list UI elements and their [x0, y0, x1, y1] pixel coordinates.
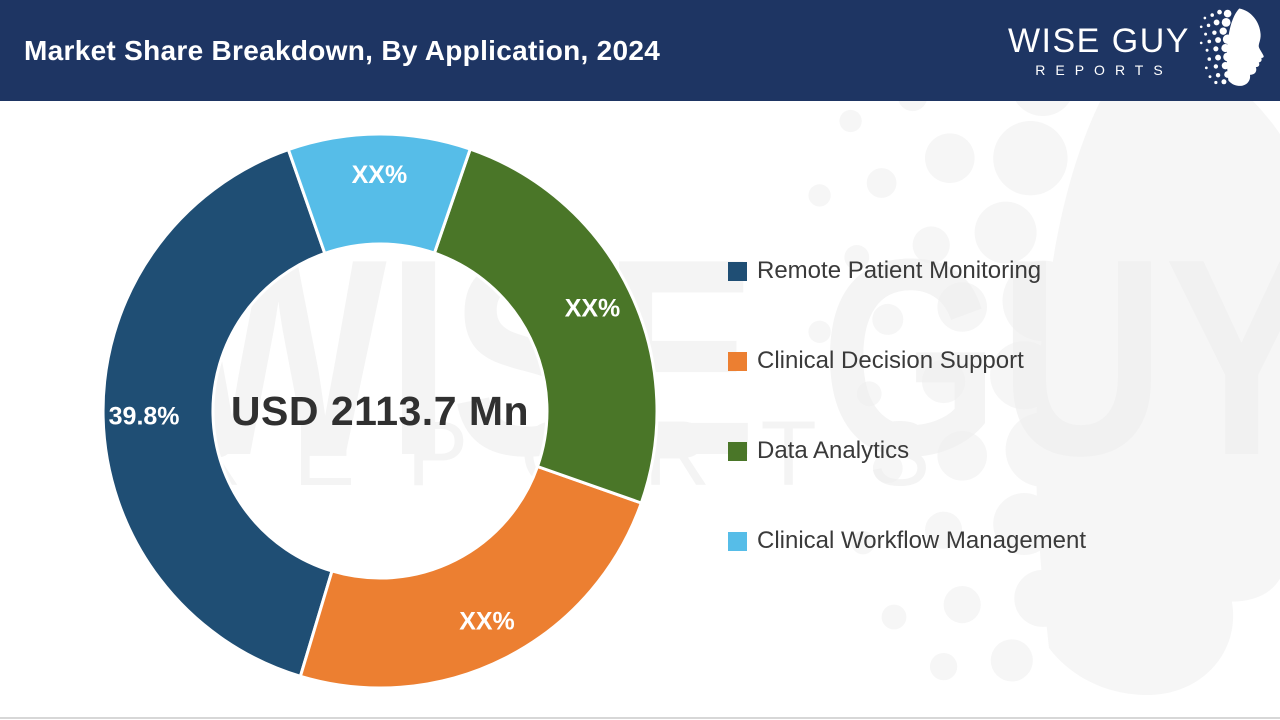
- legend-item-clinical-workflow-management: Clinical Workflow Management: [728, 526, 1086, 556]
- legend-item-data-analytics: Data Analytics: [728, 436, 1086, 466]
- legend-swatch-clinical-workflow-management: [728, 531, 747, 551]
- legend-label: Data Analytics: [757, 437, 910, 464]
- donut-segment-label-remote-patient-monitoring: 39.8%: [109, 402, 180, 430]
- legend-label: Clinical Decision Support: [757, 347, 1024, 374]
- legend-swatch-remote-patient-monitoring: [728, 261, 747, 281]
- legend-label: Remote Patient Monitoring: [757, 257, 1042, 284]
- page-title: Market Share Breakdown, By Application, …: [24, 34, 661, 66]
- donut-segment-label-data-analytics: XX%: [565, 294, 621, 322]
- donut-segment-remote-patient-monitoring: [101, 148, 334, 678]
- wise-guy-reports-logo: WISE GUY REPORTS: [1008, 7, 1270, 95]
- logo-face-icon: [1199, 7, 1264, 86]
- chart-legend: Remote Patient Monitoring Clinical Decis…: [728, 256, 1086, 616]
- legend-item-clinical-decision-support: Clinical Decision Support: [728, 346, 1086, 376]
- donut-segment-clinical-decision-support: [298, 465, 643, 690]
- header-bar: Market Share Breakdown, By Application, …: [0, 0, 1280, 101]
- logo-text: WISE GUY REPORTS: [1008, 23, 1190, 78]
- bottom-divider: [0, 717, 1280, 719]
- legend-label: Clinical Workflow Management: [757, 527, 1087, 554]
- donut-segment-data-analytics: [432, 147, 659, 505]
- legend-swatch-data-analytics: [728, 441, 747, 461]
- legend-swatch-clinical-decision-support: [728, 351, 747, 371]
- logo-reports-label: REPORTS: [1035, 62, 1173, 78]
- donut-segment-label-clinical-workflow-management: XX%: [352, 161, 408, 189]
- donut-segment-clinical-workflow-management: [286, 132, 472, 255]
- legend-item-remote-patient-monitoring: Remote Patient Monitoring: [728, 256, 1086, 286]
- logo-wiseguy-label: WISE GUY: [1007, 22, 1190, 60]
- donut-segment-label-clinical-decision-support: XX%: [459, 607, 515, 635]
- donut-center-value: USD 2113.7 Mn: [230, 388, 530, 434]
